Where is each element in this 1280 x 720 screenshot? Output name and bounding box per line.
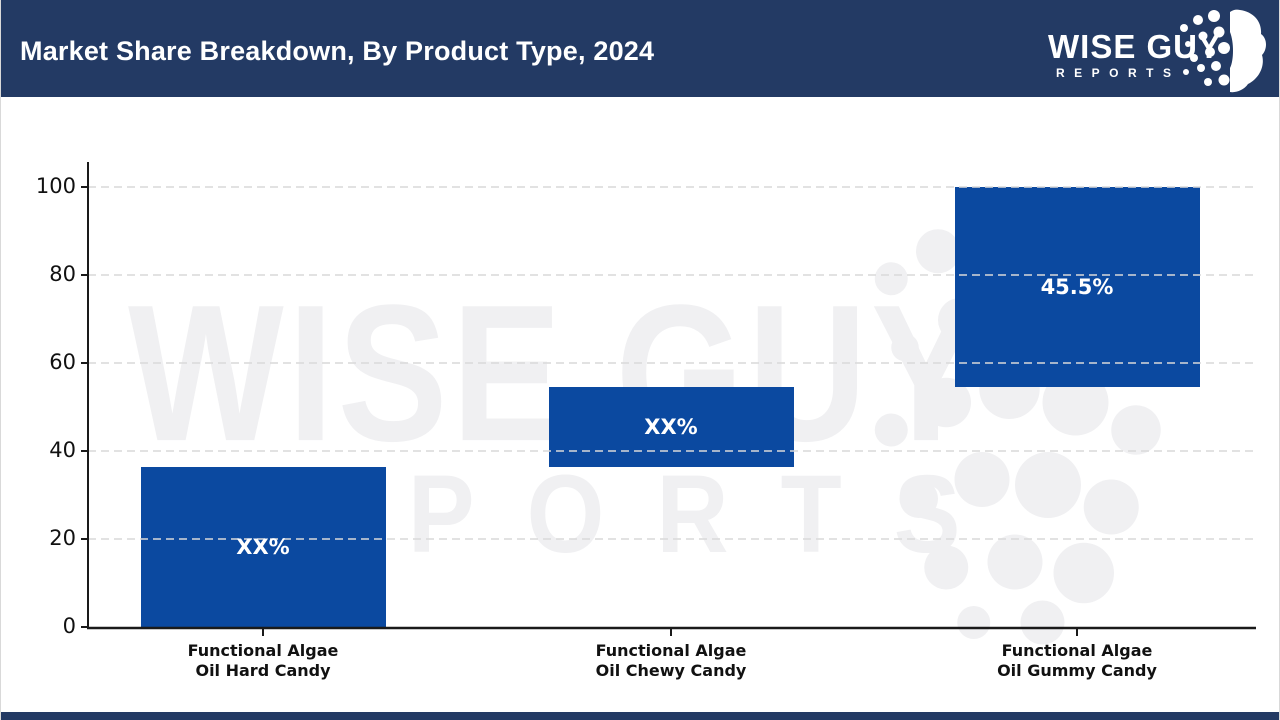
bar-functional-algae-oil-chewy-candy: [548, 387, 794, 467]
page-title: Market Share Breakdown, By Product Type,…: [20, 36, 655, 66]
left-border: [0, 0, 1, 720]
header-band: Market Share Breakdown, By Product Type,…: [0, 0, 1280, 97]
logo-face-icon: [1180, 9, 1266, 93]
bar-functional-algae-oil-gummy-candy: [954, 187, 1200, 388]
bar-functional-algae-oil-hard-candy: [140, 466, 386, 627]
footer-bar: [0, 712, 1280, 720]
logo-reports-text: REPORTS: [1056, 66, 1181, 80]
wise-guy-logo: WISE GUY REPORTS: [1016, 6, 1266, 94]
